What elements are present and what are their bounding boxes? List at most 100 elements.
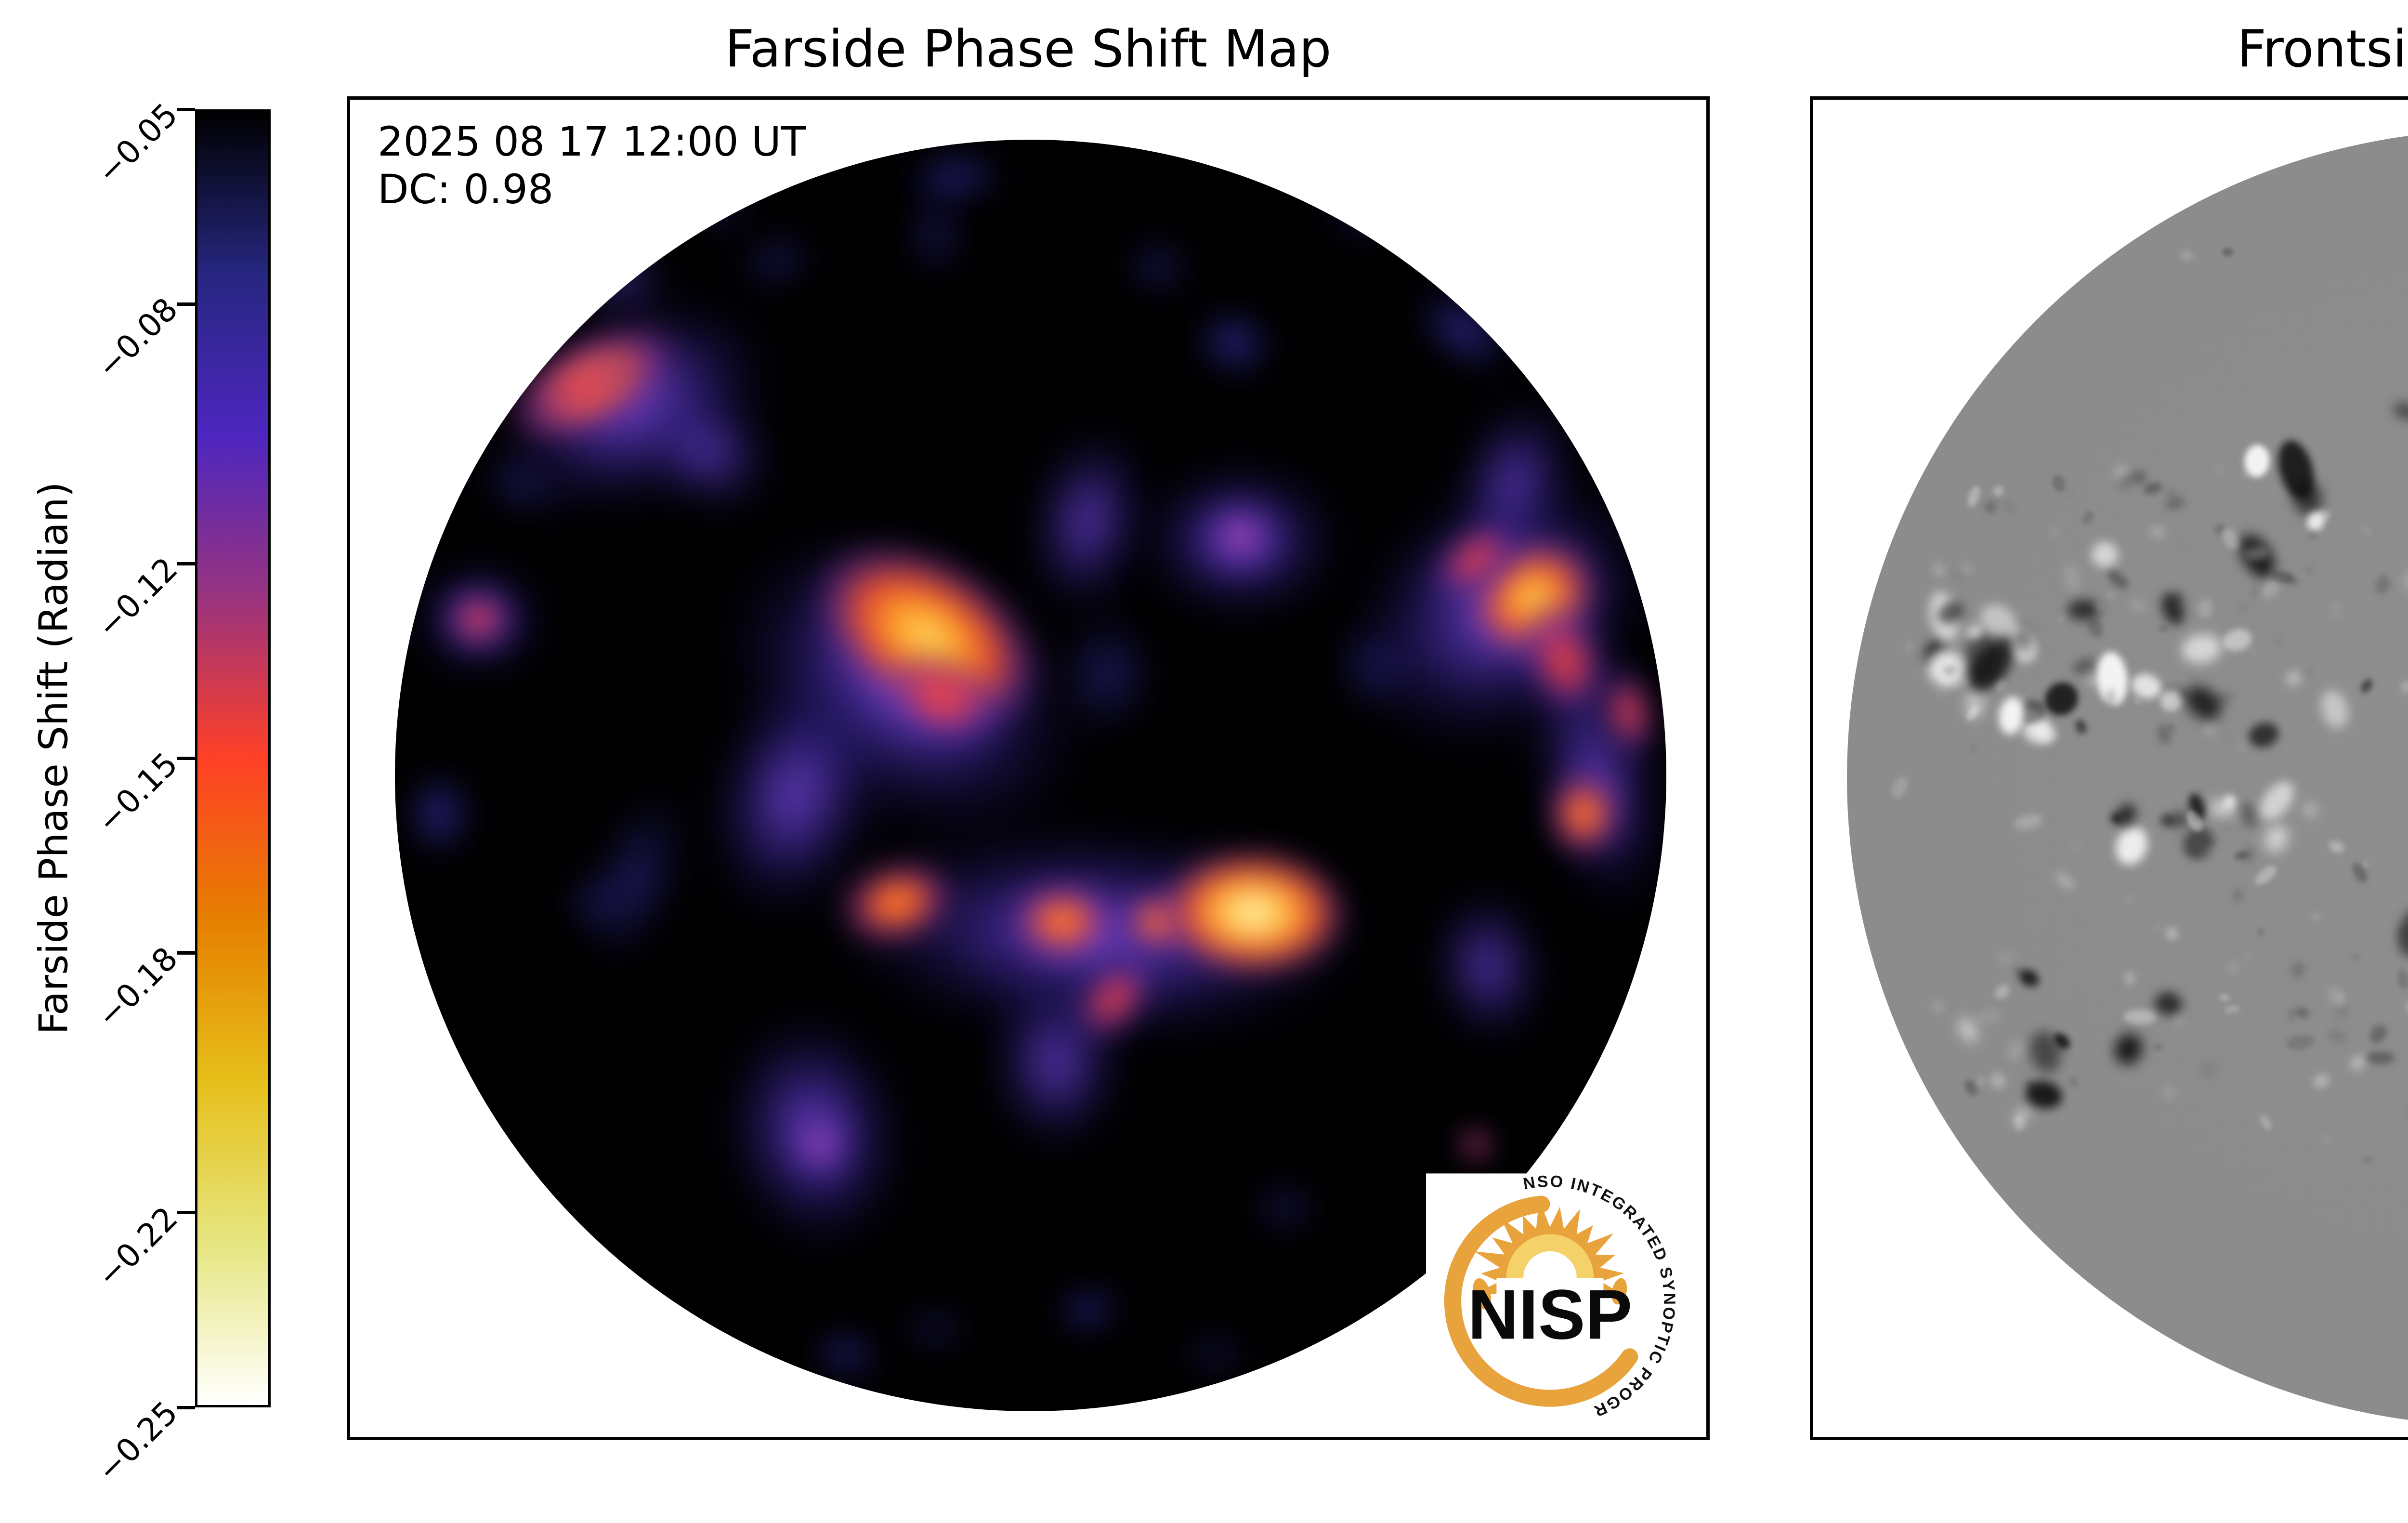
- mag-speckle: [2179, 250, 2193, 261]
- mag-speckle: [2104, 566, 2132, 593]
- mag-speckle: [2073, 718, 2089, 736]
- mag-speckle: [2249, 647, 2257, 655]
- date-annotation: 2025 08 17 12:00 UT DC: 0.98: [378, 118, 806, 213]
- mag-speckle: [2004, 500, 2015, 513]
- mag-speckle: [1970, 743, 1977, 754]
- mag-speckle: [2178, 542, 2186, 550]
- mag-speckle: [2164, 495, 2186, 512]
- mag-speckle: [2373, 573, 2392, 596]
- mag-speckle: [2327, 838, 2346, 855]
- mag-speckle: [2234, 889, 2242, 902]
- mag-speckle: [1996, 695, 2027, 736]
- mag-speckle: [2293, 1006, 2311, 1020]
- phase-shift-blob: [1317, 179, 1406, 253]
- mag-speckle: [1889, 774, 1911, 801]
- phase-shift-blob: [907, 190, 964, 280]
- mag-speckle: [2239, 743, 2246, 751]
- phase-shift-blob: [1122, 236, 1193, 298]
- mag-speckle: [2221, 626, 2254, 654]
- colorbar-tick-label: −0.22: [90, 1199, 185, 1295]
- mag-speckle: [1965, 485, 1983, 509]
- mag-speckle: [2326, 1027, 2349, 1046]
- mag-speckle: [2123, 894, 2134, 905]
- mag-speckle: [2128, 596, 2149, 615]
- mag-speckle: [2110, 1029, 2147, 1068]
- mag-speckle: [2400, 680, 2408, 694]
- colorbar-axis-label: Farside Phase Shift (Radian): [31, 482, 77, 1035]
- mag-speckle: [2253, 775, 2301, 827]
- phase-shift-blob: [1200, 500, 1282, 572]
- mag-speckle: [1976, 1075, 1987, 1088]
- mag-speckle: [2089, 539, 2120, 570]
- mag-speckle: [2306, 566, 2312, 573]
- mag-speckle: [2363, 526, 2370, 535]
- mag-speckle: [2070, 1077, 2076, 1086]
- mag-speckle: [2261, 822, 2292, 856]
- mag-speckle: [2038, 675, 2085, 722]
- mag-speckle: [2061, 562, 2083, 595]
- mag-speckle: [2345, 1051, 2370, 1075]
- mag-speckle: [2225, 735, 2232, 741]
- phase-shift-blob: [1392, 265, 1533, 396]
- mag-speckle: [2335, 1004, 2349, 1020]
- mag-speckle: [2286, 1007, 2297, 1022]
- colorbar-tick: [177, 951, 195, 955]
- mag-speckle: [2162, 924, 2181, 943]
- mag-speckle: [2402, 565, 2408, 592]
- mag-speckle: [1993, 485, 2004, 497]
- mag-speckle: [2067, 491, 2072, 497]
- mag-speckle: [2154, 1044, 2163, 1050]
- mag-speckle: [2202, 722, 2218, 737]
- mag-speckle: [2237, 800, 2259, 831]
- phase-shift-blob: [804, 1325, 888, 1383]
- mag-speckle: [1962, 1077, 1980, 1098]
- mag-speckle: [1984, 500, 1997, 514]
- magnetogram-disk: [1847, 130, 2408, 1426]
- mag-speckle: [2107, 592, 2114, 599]
- mag-speckle: [2290, 960, 2307, 980]
- phase-shift-blob: [728, 220, 824, 301]
- mag-speckle: [2248, 584, 2263, 600]
- mag-speckle: [2013, 812, 2044, 833]
- phase-shift-blob: [1458, 1126, 1493, 1162]
- mag-speckle: [2004, 1038, 2027, 1063]
- mag-speckle: [2072, 842, 2079, 850]
- mag-speckle: [2052, 868, 2078, 893]
- farside-panel: 2025 08 17 12:00 UT DC: 0.98: [347, 96, 1710, 1440]
- phase-shift-blob: [404, 765, 475, 862]
- mag-speckle: [2224, 1004, 2241, 1014]
- mag-speckle: [2222, 247, 2234, 258]
- mag-speckle: [2358, 677, 2375, 695]
- phase-shift-blob: [1182, 1333, 1248, 1375]
- phase-shift-blob: [1249, 1182, 1321, 1234]
- colorbar-tick-label: −0.25: [90, 1394, 185, 1489]
- mag-speckle: [2305, 667, 2313, 675]
- mag-speckle: [2113, 801, 2140, 829]
- mag-speckle: [2223, 823, 2231, 830]
- mag-speckle: [2058, 615, 2066, 623]
- mag-speckle: [2286, 671, 2301, 685]
- mag-speckle: [2110, 822, 2153, 869]
- mag-speckle: [2159, 814, 2176, 827]
- mag-speckle: [2067, 599, 2100, 621]
- mag-speckle: [2329, 602, 2342, 620]
- colorbar-tick-label: −0.08: [90, 290, 185, 386]
- phase-shift-blob: [1019, 418, 1157, 625]
- mag-speckle: [2130, 469, 2148, 485]
- mag-speckle: [2310, 912, 2322, 922]
- mag-speckle: [2307, 532, 2318, 538]
- mag-speckle: [2251, 862, 2280, 889]
- phase-shift-blob: [1046, 1280, 1130, 1339]
- mag-speckle: [2154, 922, 2162, 931]
- mag-speckle: [2070, 655, 2097, 677]
- mag-speckle: [2243, 471, 2249, 478]
- mag-speckle: [2257, 928, 2264, 936]
- mag-speckle: [2396, 968, 2408, 990]
- mag-speckle: [2245, 719, 2282, 751]
- mag-speckle: [2147, 523, 2168, 541]
- phase-shift-blob: [1427, 883, 1550, 1049]
- mag-speckle: [2284, 1032, 2316, 1052]
- mag-speckle: [1931, 1000, 1944, 1012]
- frontside-title: Frontside Mag Map: [2237, 19, 2408, 79]
